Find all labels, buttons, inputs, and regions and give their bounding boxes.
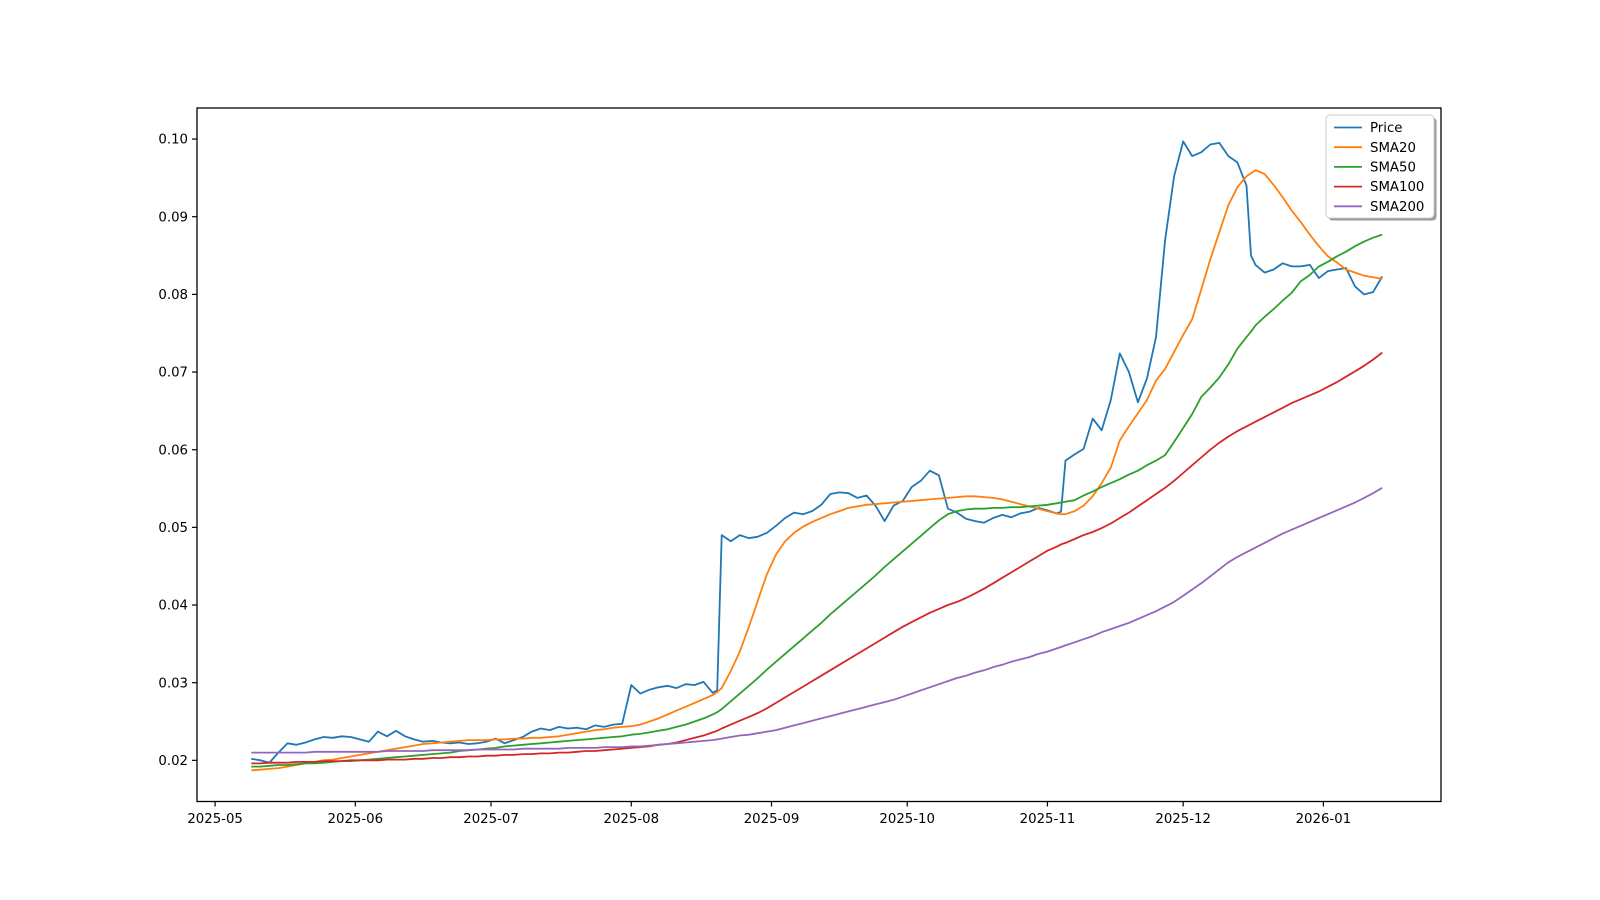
legend-item-price: Price — [1334, 121, 1402, 136]
series-line-sma20 — [251, 169, 1383, 772]
y-tick-label: 0.03 — [158, 676, 188, 691]
legend-label: SMA200 — [1370, 200, 1424, 215]
legend-label: Price — [1370, 121, 1402, 136]
y-tick-label: 0.06 — [158, 443, 188, 458]
y-tick-label: 0.04 — [158, 599, 188, 614]
legend-label: SMA50 — [1370, 161, 1416, 176]
y-tick-label: 0.05 — [158, 521, 188, 536]
y-tick-label: 0.02 — [158, 754, 188, 769]
x-tick-label: 2025-09 — [744, 812, 800, 827]
y-tick-label: 0.10 — [158, 133, 188, 148]
x-tick-label: 2025-06 — [328, 812, 384, 827]
legend-label: SMA20 — [1370, 141, 1416, 156]
x-tick-label: 2025-11 — [1020, 812, 1076, 827]
x-tick-label: 2025-10 — [879, 812, 935, 827]
legend-item-sma50: SMA50 — [1334, 161, 1416, 176]
x-tick-label: 2025-07 — [463, 812, 519, 827]
series-group — [251, 140, 1383, 772]
series-line-sma200 — [251, 487, 1383, 754]
legend-item-sma100: SMA100 — [1334, 180, 1424, 195]
y-tick-label: 0.09 — [158, 210, 188, 225]
legend-item-sma200: SMA200 — [1334, 200, 1424, 215]
legend-label: SMA100 — [1370, 180, 1424, 195]
legend: Price SMA20 SMA50 SMA100 SMA200 — [1325, 114, 1437, 221]
series-line-sma50 — [251, 233, 1383, 768]
x-tick-label: 2025-12 — [1155, 812, 1211, 827]
series-line-sma100 — [251, 351, 1383, 765]
x-tick-label: 2025-05 — [187, 812, 243, 827]
x-tick-label: 2025-08 — [603, 812, 659, 827]
axes-frame — [196, 107, 1442, 803]
y-tick-label: 0.07 — [158, 366, 188, 381]
legend-box — [1325, 114, 1435, 219]
x-tick-label: 2026-01 — [1296, 812, 1352, 827]
legend-item-sma20: SMA20 — [1334, 141, 1416, 156]
y-tick-label: 0.08 — [158, 288, 188, 303]
